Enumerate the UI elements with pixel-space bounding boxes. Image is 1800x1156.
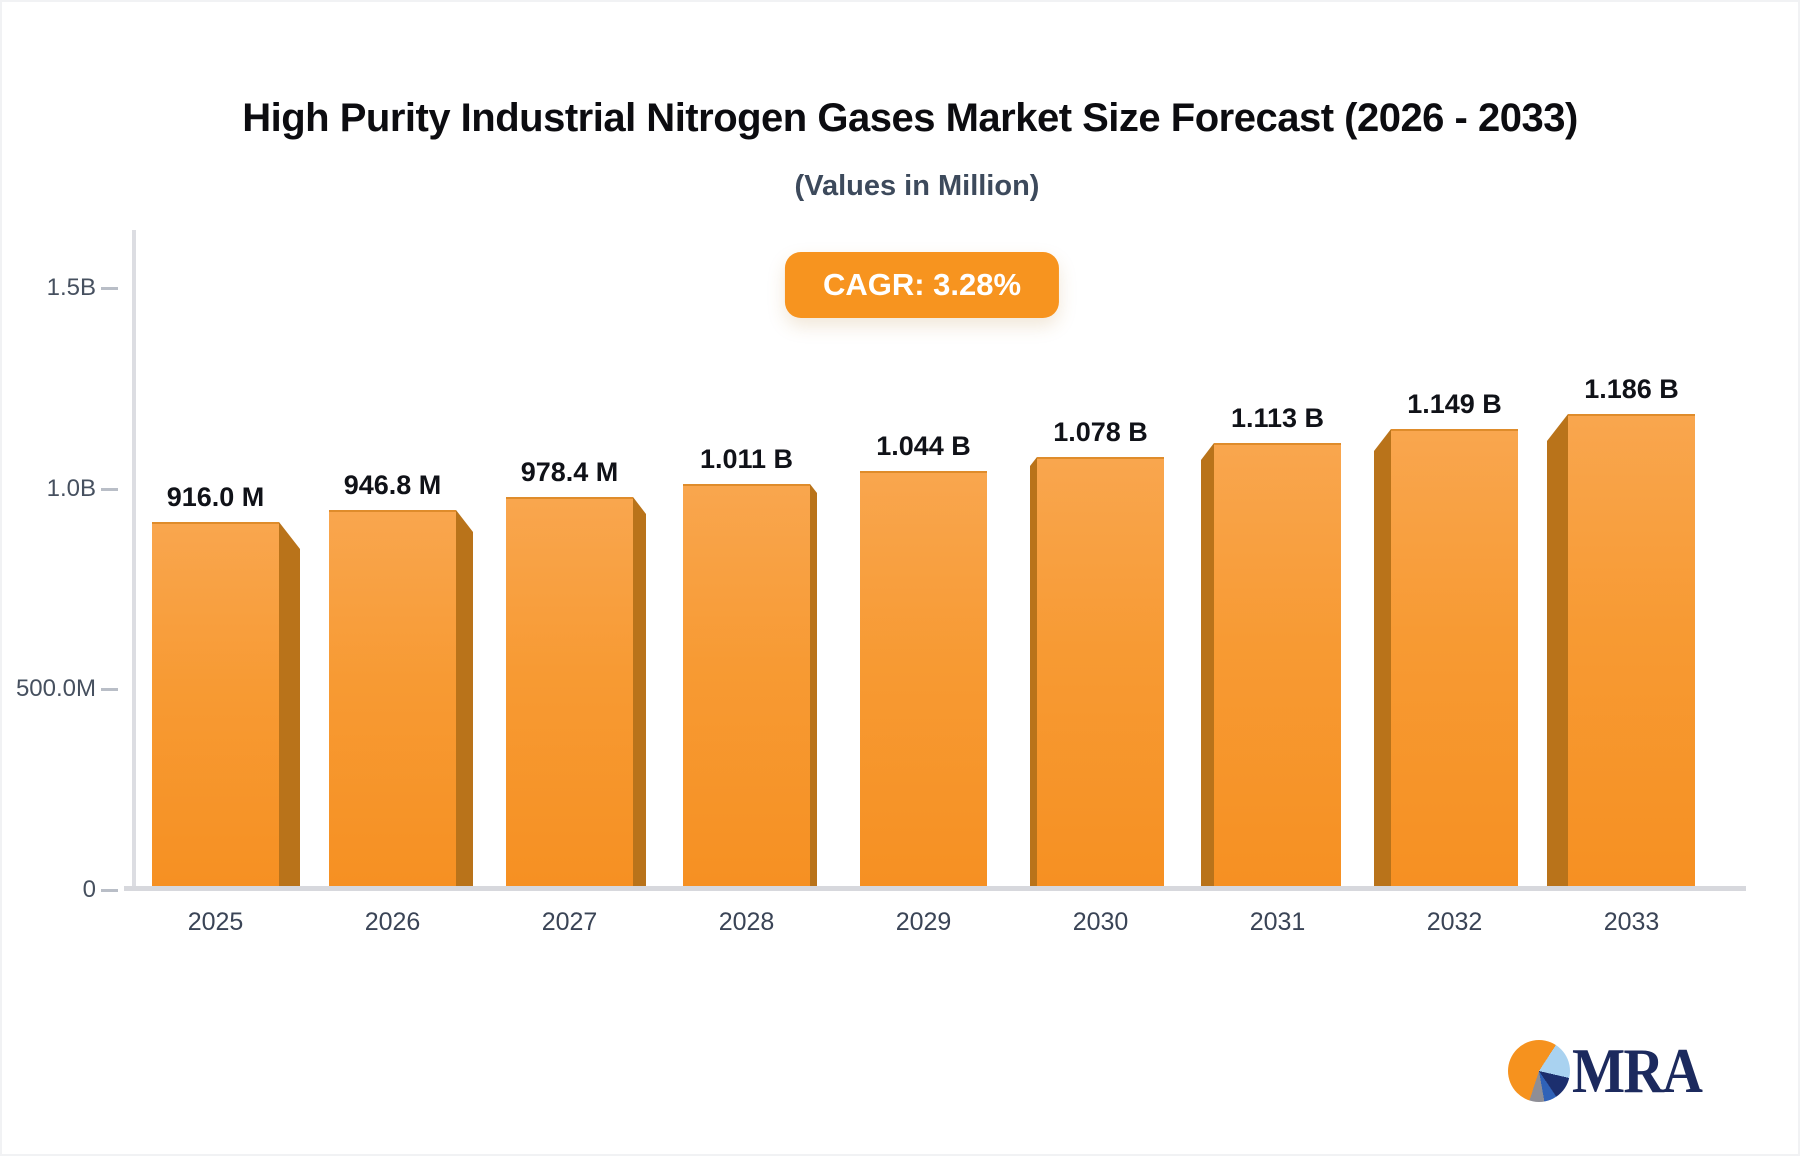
y-axis-line: [132, 230, 136, 890]
bar-2029[interactable]: [860, 471, 987, 890]
x-axis-label-2032: 2032: [1426, 908, 1483, 936]
x-axis-label-2029: 2029: [895, 908, 952, 936]
y-axis-tick-label: 1.0B: [46, 475, 96, 502]
bar-2031[interactable]: [1214, 443, 1341, 890]
bar-value-label: 1.113 B: [1230, 403, 1325, 433]
mra-logo: MRA: [1508, 1035, 1719, 1106]
y-axis-tick-label: 0: [82, 876, 96, 903]
y-axis-tick: [101, 488, 118, 491]
y-axis-tick-label: 1.5B: [46, 274, 96, 301]
chart-title: High Purity Industrial Nitrogen Gases Ma…: [242, 96, 1578, 140]
cagr-badge: CAGR: 3.28%: [784, 252, 1060, 318]
bar-2033[interactable]: [1568, 414, 1695, 890]
logo-text: MRA: [1572, 1035, 1703, 1106]
chart-subtitle: (Values in Million): [794, 170, 1040, 202]
y-axis-tick: [101, 889, 118, 892]
bar-side-face: [1374, 429, 1391, 890]
bar-value-label: 1.044 B: [876, 431, 971, 461]
x-axis-label-2025: 2025: [187, 908, 244, 936]
pie-chart-logo-icon: [1508, 1040, 1570, 1102]
bar-2026[interactable]: [329, 510, 456, 890]
x-axis-label-2031: 2031: [1249, 908, 1306, 936]
x-axis-label-2027: 2027: [541, 908, 598, 936]
bar-value-label: 978.4 M: [520, 457, 619, 487]
x-axis-label-2026: 2026: [364, 908, 421, 936]
y-axis-tick: [101, 287, 118, 290]
bar-2028[interactable]: [683, 484, 810, 890]
bar-value-label: 946.8 M: [343, 470, 442, 500]
bar-side-face: [1547, 414, 1568, 890]
bar-side-face: [456, 510, 473, 890]
x-axis-label-2028: 2028: [718, 908, 775, 936]
y-axis-tick-label: 500.0M: [15, 675, 96, 702]
bar-2025[interactable]: [152, 522, 279, 890]
bar-value-label: 1.149 B: [1407, 389, 1502, 419]
bar-side-face: [633, 497, 646, 890]
y-axis-tick: [101, 688, 118, 691]
bar-value-label: 1.078 B: [1053, 417, 1148, 447]
x-axis-label-2030: 2030: [1072, 908, 1129, 936]
bar-value-label: 1.011 B: [699, 444, 794, 474]
bar-2030[interactable]: [1037, 457, 1164, 890]
bar-side-face: [1201, 443, 1214, 890]
bar-side-face: [1030, 457, 1037, 890]
bar-side-face: [279, 522, 300, 890]
bar-side-face: [810, 484, 817, 890]
bar-value-label: 1.186 B: [1584, 374, 1679, 404]
x-axis-baseline: [124, 886, 1746, 891]
bar-2032[interactable]: [1391, 429, 1518, 890]
bar-2027[interactable]: [506, 497, 633, 890]
bar-value-label: 916.0 M: [166, 482, 265, 512]
x-axis-label-2033: 2033: [1603, 908, 1660, 936]
